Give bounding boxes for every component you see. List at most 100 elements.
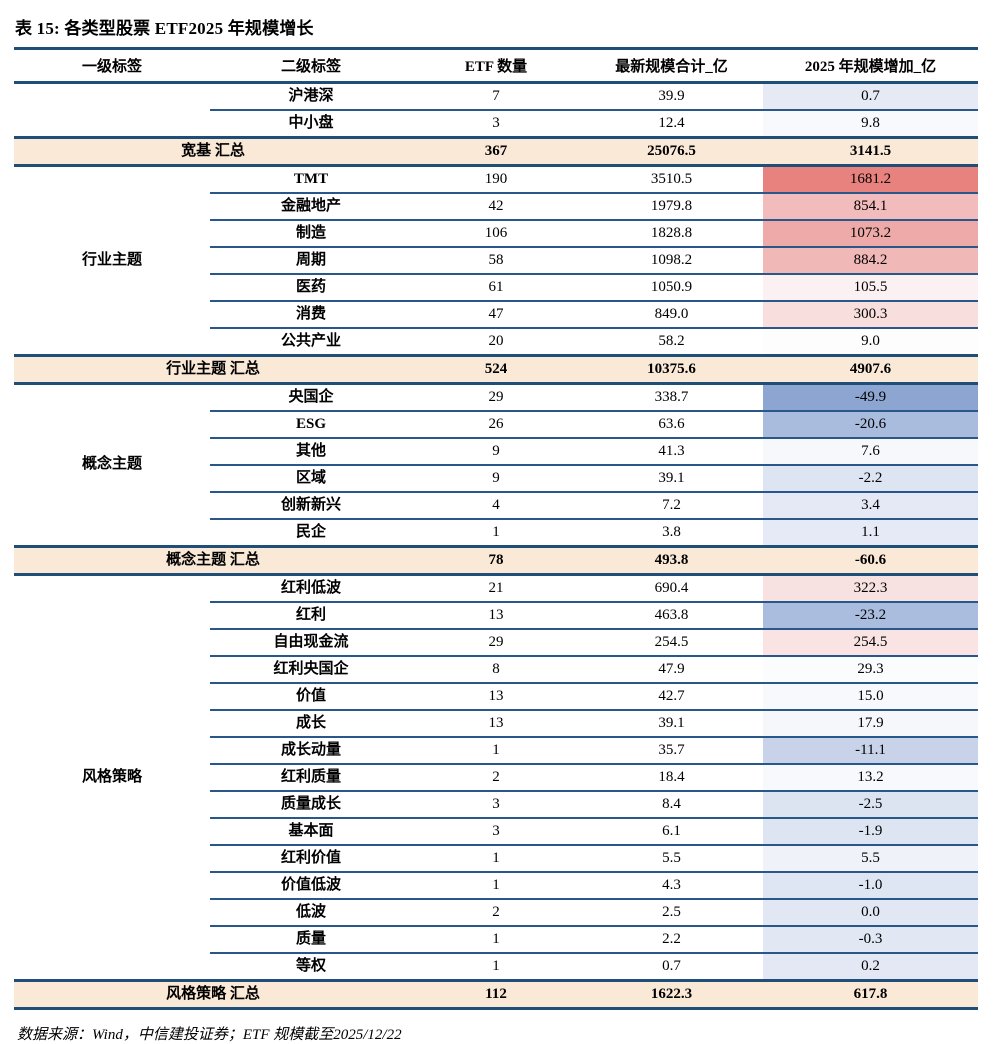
row-label-cell: 医药 <box>210 274 412 302</box>
etf-count-cell: 2 <box>412 764 580 792</box>
total-scale-cell: 39.9 <box>580 82 763 111</box>
scale-change-cell: 884.2 <box>763 247 978 275</box>
total-scale-cell: 7.2 <box>580 492 763 520</box>
table-row: 金融地产 42 1979.8 854.1 <box>14 193 978 221</box>
etf-count-cell: 29 <box>412 383 580 412</box>
row-label-cell: 制造 <box>210 220 412 248</box>
scale-change-cell: 7.6 <box>763 438 978 466</box>
row-label-cell: 其他 <box>210 438 412 466</box>
table-row: 质量成长 3 8.4 -2.5 <box>14 791 978 819</box>
table-row: 价值低波 1 4.3 -1.0 <box>14 872 978 900</box>
scale-change-cell: 9.0 <box>763 328 978 357</box>
etf-count-cell: 8 <box>412 656 580 684</box>
etf-scale-table: 一级标签 二级标签 ETF 数量 最新规模合计_亿 2025 年规模增加_亿 沪… <box>14 47 978 1010</box>
table-row: 成长动量 1 35.7 -11.1 <box>14 737 978 765</box>
table-row: 行业主题 TMT 190 3510.5 1681.2 <box>14 165 978 268</box>
total-scale-cell: 18.4 <box>580 764 763 792</box>
etf-count-cell: 106 <box>412 220 580 248</box>
total-scale-cell: 42.7 <box>580 683 763 711</box>
row-label-cell: 质量 <box>210 926 412 954</box>
etf-count-cell: 47 <box>412 301 580 329</box>
row-label-cell: 等权 <box>210 953 412 982</box>
row-label-cell: 周期 <box>210 247 412 275</box>
col-header-scale-change: 2025 年规模增加_亿 <box>763 47 978 84</box>
total-scale-cell: 3510.5 <box>580 165 763 194</box>
total-scale-cell: 1098.2 <box>580 247 763 275</box>
scale-change-cell: 3.4 <box>763 492 978 520</box>
summary-row: 宽基 汇总 367 25076.5 3141.5 <box>14 136 978 167</box>
row-label-cell: TMT <box>210 165 412 194</box>
total-scale-cell: 1979.8 <box>580 193 763 221</box>
group-label-cell: 行业主题 <box>81 251 142 268</box>
total-scale-cell: 47.9 <box>580 656 763 684</box>
etf-count-cell: 1 <box>412 737 580 765</box>
row-label-cell: 自由现金流 <box>210 629 412 657</box>
total-scale-cell: 8.4 <box>580 791 763 819</box>
row-label-cell: ESG <box>210 411 412 439</box>
scale-change-cell: 0.7 <box>763 82 978 111</box>
summary-change-cell: 3141.5 <box>763 136 978 167</box>
total-scale-cell: 6.1 <box>580 818 763 846</box>
scale-change-cell: 1681.2 <box>763 165 978 194</box>
total-scale-cell: 5.5 <box>580 845 763 873</box>
scale-change-cell: 300.3 <box>763 301 978 329</box>
etf-count-cell: 190 <box>412 165 580 194</box>
table-row: 红利质量 2 18.4 13.2 <box>14 764 978 792</box>
scale-change-cell: 322.3 <box>763 574 978 603</box>
summary-label-cell: 行业主题 汇总 <box>14 354 412 385</box>
total-scale-cell: 3.8 <box>580 519 763 548</box>
table-row: 制造 106 1828.8 1073.2 <box>14 220 978 248</box>
table-row: 概念主题 央国企 29 338.7 -49.9 <box>14 383 978 472</box>
etf-count-cell: 26 <box>412 411 580 439</box>
row-label-cell: 金融地产 <box>210 193 412 221</box>
etf-count-cell: 7 <box>412 82 580 111</box>
table-row: 其他 9 41.3 7.6 <box>14 438 978 466</box>
row-label-cell: 公共产业 <box>210 328 412 357</box>
total-scale-cell: 338.7 <box>580 383 763 412</box>
total-scale-cell: 690.4 <box>580 574 763 603</box>
row-label-cell: 红利低波 <box>210 574 412 603</box>
scale-change-cell: 15.0 <box>763 683 978 711</box>
etf-count-cell: 3 <box>412 791 580 819</box>
total-scale-cell: 0.7 <box>580 953 763 982</box>
etf-count-cell: 1 <box>412 872 580 900</box>
etf-count-cell: 21 <box>412 574 580 603</box>
scale-change-cell: 0.2 <box>763 953 978 982</box>
summary-total-cell: 10375.6 <box>580 354 763 385</box>
total-scale-cell: 849.0 <box>580 301 763 329</box>
scale-change-cell: -23.2 <box>763 602 978 630</box>
row-label-cell: 央国企 <box>210 383 412 412</box>
table-row: 价值 13 42.7 15.0 <box>14 683 978 711</box>
etf-count-cell: 4 <box>412 492 580 520</box>
etf-count-cell: 2 <box>412 899 580 927</box>
row-label-cell: 红利 <box>210 602 412 630</box>
scale-change-cell: 17.9 <box>763 710 978 738</box>
table-row: 基本面 3 6.1 -1.9 <box>14 818 978 846</box>
scale-change-cell: 5.5 <box>763 845 978 873</box>
total-scale-cell: 41.3 <box>580 438 763 466</box>
table-row: 消费 47 849.0 300.3 <box>14 301 978 329</box>
source-note: 数据来源：Wind，中信建投证券；ETF 规模截至2025/12/22 <box>17 1027 402 1043</box>
row-label-cell: 区域 <box>210 465 412 493</box>
summary-total-cell: 493.8 <box>580 545 763 576</box>
scale-change-cell: 1073.2 <box>763 220 978 248</box>
summary-change-cell: 617.8 <box>763 979 978 1010</box>
table-row: 红利央国企 8 47.9 29.3 <box>14 656 978 684</box>
group-label-cell <box>14 83 210 138</box>
etf-count-cell: 13 <box>412 683 580 711</box>
table-row: 质量 1 2.2 -0.3 <box>14 926 978 954</box>
table-row: 风格策略 红利低波 21 690.4 322.3 <box>14 574 978 785</box>
etf-count-cell: 1 <box>412 845 580 873</box>
etf-count-cell: 1 <box>412 519 580 548</box>
summary-row: 风格策略 汇总 112 1622.3 617.8 <box>14 979 978 1010</box>
summary-label-cell: 风格策略 汇总 <box>14 979 412 1010</box>
etf-count-cell: 61 <box>412 274 580 302</box>
etf-count-cell: 9 <box>412 465 580 493</box>
total-scale-cell: 63.6 <box>580 411 763 439</box>
table-row: 医药 61 1050.9 105.5 <box>14 274 978 302</box>
row-label-cell: 价值低波 <box>210 872 412 900</box>
scale-change-cell: -1.0 <box>763 872 978 900</box>
scale-change-cell: -49.9 <box>763 383 978 412</box>
scale-change-cell: -2.5 <box>763 791 978 819</box>
row-label-cell: 沪港深 <box>210 82 412 111</box>
